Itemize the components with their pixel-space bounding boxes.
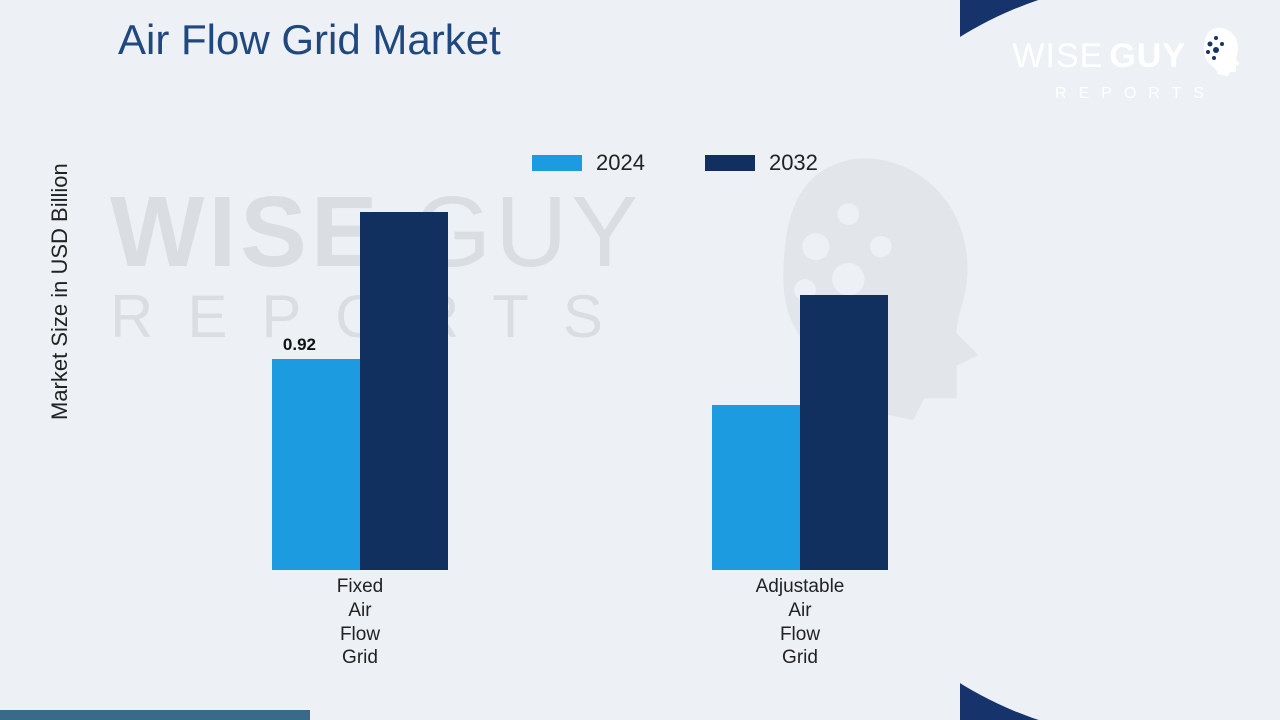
bar-value-label: 0.92 xyxy=(228,335,316,355)
logo-word-wise: WISE xyxy=(1012,37,1103,76)
bar-2032 xyxy=(360,212,448,570)
legend-label-2024: 2024 xyxy=(596,150,645,176)
head-silhouette-icon xyxy=(1196,26,1244,87)
y-axis-label: Market Size in USD Billion xyxy=(47,163,73,420)
bottom-accent-bar xyxy=(0,710,310,720)
legend-label-2032: 2032 xyxy=(769,150,818,176)
legend-swatch-2024 xyxy=(532,155,582,171)
bar-group xyxy=(712,180,912,570)
legend-item-2032: 2032 xyxy=(705,150,818,176)
chart-title: Air Flow Grid Market xyxy=(118,16,501,64)
wiseguy-logo: WISE GUY REPORTS xyxy=(1012,26,1244,103)
bar-2024 xyxy=(712,405,800,570)
page: WISE GUY REPORTS Air Flow Grid Market WI… xyxy=(0,0,1280,720)
legend-swatch-2032 xyxy=(705,155,755,171)
logo-word-reports: REPORTS xyxy=(1012,85,1244,103)
plot-area: 0.92FixedAirFlowGridAdjustableAirFlowGri… xyxy=(122,180,942,570)
x-axis-category-label: AdjustableAirFlowGrid xyxy=(720,575,880,670)
x-axis-category-label: FixedAirFlowGrid xyxy=(280,575,440,670)
legend-item-2024: 2024 xyxy=(532,150,645,176)
bar-2032 xyxy=(800,295,888,570)
legend: 2024 2032 xyxy=(532,150,818,176)
bar-group: 0.92 xyxy=(272,180,472,570)
bar-2024 xyxy=(272,359,360,570)
logo-word-guy: GUY xyxy=(1109,37,1186,76)
bar-chart: Market Size in USD Billion 2024 2032 0.9… xyxy=(52,150,952,690)
